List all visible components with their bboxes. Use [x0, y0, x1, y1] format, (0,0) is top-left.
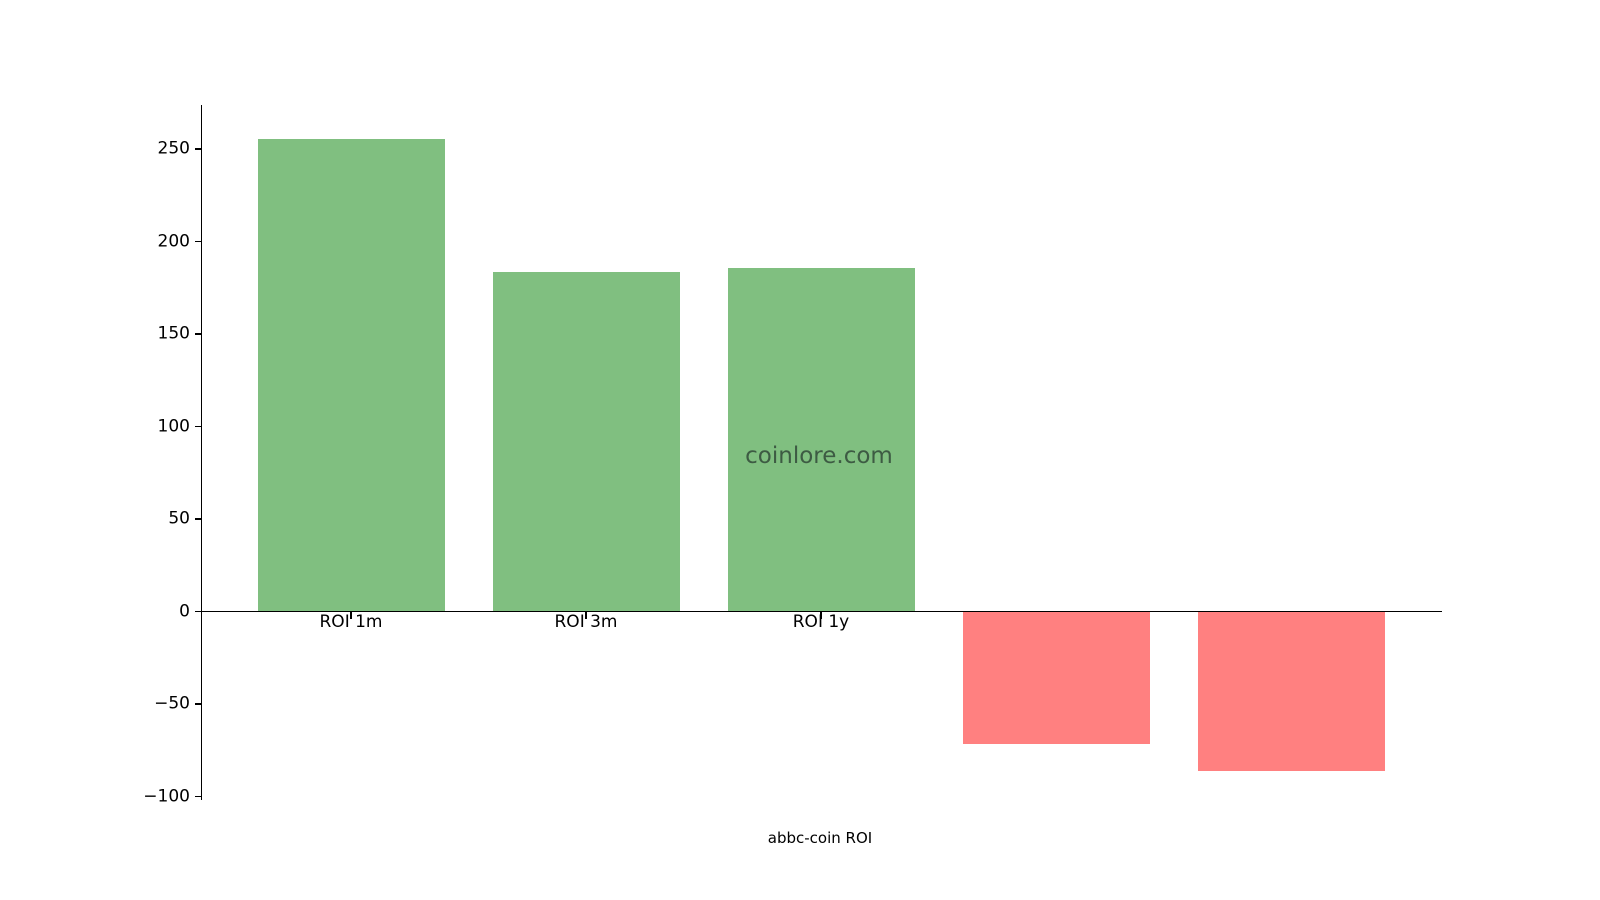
y-tick-mark	[195, 240, 202, 243]
y-tick-label: 100	[157, 416, 190, 437]
y-tick-label: −100	[143, 786, 190, 807]
watermark: coinlore.com	[745, 443, 893, 469]
x-tick-mark	[820, 611, 822, 619]
y-tick-mark	[195, 333, 202, 335]
bar-roi-3m	[492, 272, 680, 612]
x-tick-mark	[585, 611, 587, 619]
x-tick-label: ROI 1m	[319, 612, 383, 632]
bar-negative-3	[962, 612, 1150, 745]
y-tick-mark	[195, 610, 202, 613]
y-tick-label: 0	[179, 601, 190, 622]
y-tick-label: 200	[157, 231, 190, 252]
bar-negative-4	[1197, 612, 1385, 771]
x-tick-label: ROI 1y	[792, 612, 850, 632]
x-axis-line	[202, 610, 1442, 612]
y-tick-label: 250	[157, 138, 190, 159]
x-tick-mark	[350, 611, 352, 619]
chart-title: abbc-coin ROI	[767, 829, 873, 847]
y-axis-line	[200, 105, 202, 800]
y-tick-label: −50	[154, 693, 190, 714]
y-tick-label: 50	[168, 508, 190, 529]
y-tick-mark	[195, 518, 202, 520]
y-tick-mark	[195, 703, 202, 705]
y-tick-mark	[195, 795, 202, 798]
y-tick-mark	[195, 425, 202, 428]
y-tick-label: 150	[157, 323, 190, 344]
y-tick-mark	[195, 148, 202, 150]
x-tick-label: ROI 3m	[554, 612, 618, 632]
bar-roi-1m	[257, 139, 445, 612]
bar-roi-1y	[727, 268, 915, 612]
